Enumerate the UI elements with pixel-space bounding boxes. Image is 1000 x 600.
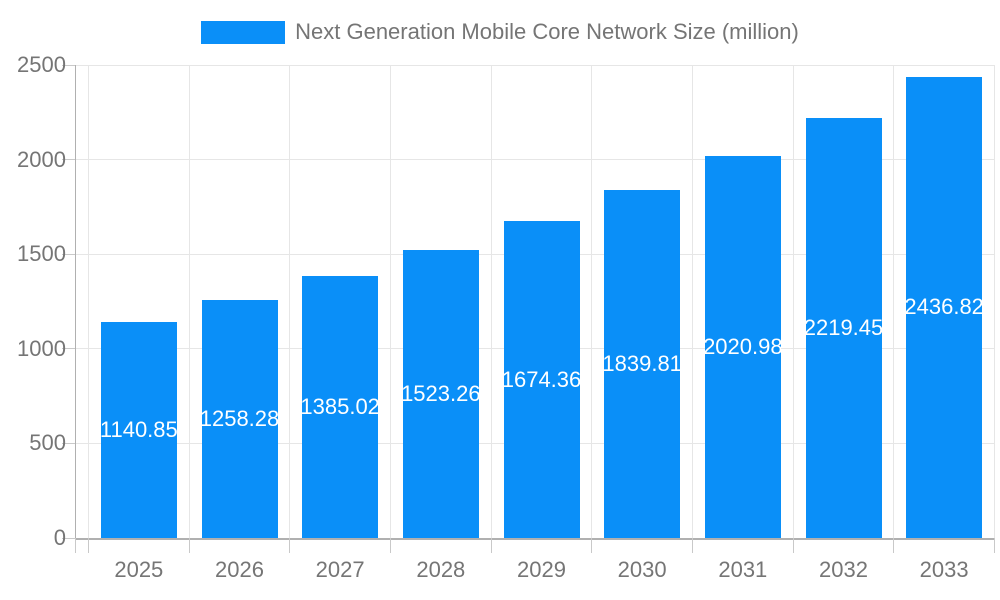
legend-label: Next Generation Mobile Core Network Size… [295, 19, 799, 44]
v-gridline [88, 65, 89, 538]
h-gridline [76, 64, 995, 66]
y-tick-label: 1000 [17, 335, 66, 361]
v-gridline [591, 65, 593, 538]
bar[interactable]: 1385.02 [302, 275, 379, 538]
x-axis-tick [893, 538, 895, 553]
x-tick-label: 2032 [819, 557, 868, 582]
bar-value-label: 1385.02 [302, 393, 379, 419]
bar-value-label: 1140.85 [100, 417, 177, 443]
bar-value-label: 1258.28 [201, 405, 278, 431]
y-axis-tick [62, 159, 75, 161]
x-axis-tick [692, 538, 693, 553]
v-gridline [390, 65, 391, 538]
y-axis-tick [62, 537, 75, 539]
x-axis-tick [591, 538, 593, 553]
x-tick-label: 2033 [919, 557, 969, 582]
bar-value-label: 2219.45 [805, 315, 882, 341]
y-axis-tick [62, 253, 75, 255]
x-axis-tick [792, 538, 794, 553]
bar-value-label: 1523.26 [402, 380, 479, 406]
bar-value-label: 1839.81 [604, 350, 681, 376]
v-gridline [188, 65, 190, 538]
x-tick-label: 2028 [416, 557, 466, 582]
x-axis-tick [188, 538, 190, 553]
x-tick-label: 2027 [315, 557, 365, 582]
y-tick-label: 0 [53, 525, 66, 550]
y-axis-tick [62, 64, 75, 66]
x-tick-label: 2026 [215, 557, 264, 582]
bar[interactable]: 1839.81 [604, 189, 681, 538]
x-axis-tick [390, 538, 391, 553]
x-axis-tick [75, 538, 76, 553]
v-gridline [893, 65, 895, 538]
y-axis-tick [62, 348, 75, 350]
bar[interactable]: 2020.98 [704, 155, 781, 538]
x-tick-label: 2031 [718, 557, 768, 582]
h-gridline [76, 159, 995, 161]
v-gridline [289, 65, 291, 538]
v-gridline [994, 65, 995, 538]
plot-area: 0 500 1000 1500 2000 2500 1140.85 2025 1258.28 20… [17, 54, 995, 582]
bar[interactable]: 1523.26 [402, 249, 479, 538]
y-axis-tick [62, 442, 75, 444]
y-tick-label: 2500 [17, 52, 66, 77]
x-axis-tick [994, 538, 995, 553]
y-tick-label: 1500 [17, 241, 66, 267]
x-tick-label: 2030 [617, 557, 667, 582]
v-gridline [692, 65, 693, 538]
bar[interactable]: 2436.82 [906, 76, 983, 538]
bar-value-label: 2020.98 [704, 333, 781, 359]
bar[interactable]: 1674.36 [503, 221, 580, 538]
bar-value-label: 1674.36 [503, 366, 580, 392]
x-tick-label: 2029 [517, 557, 566, 582]
y-tick-label: 2000 [17, 146, 66, 172]
bar[interactable]: 1140.85 [100, 322, 177, 538]
x-axis-tick [88, 538, 89, 553]
v-gridline [792, 65, 794, 538]
v-gridline [490, 65, 492, 538]
y-tick-label: 500 [29, 430, 66, 456]
x-axis-tick [289, 538, 291, 553]
bar[interactable]: 2219.45 [805, 118, 882, 538]
bar[interactable]: 1258.28 [201, 299, 278, 538]
chart-legend-item[interactable]: Next Generation Mobile Core Network Size… [0, 14, 1000, 50]
legend-swatch [201, 20, 286, 44]
x-axis-tick [490, 538, 492, 553]
bar-value-label: 2436.82 [906, 294, 983, 320]
x-tick-label: 2025 [114, 557, 164, 582]
